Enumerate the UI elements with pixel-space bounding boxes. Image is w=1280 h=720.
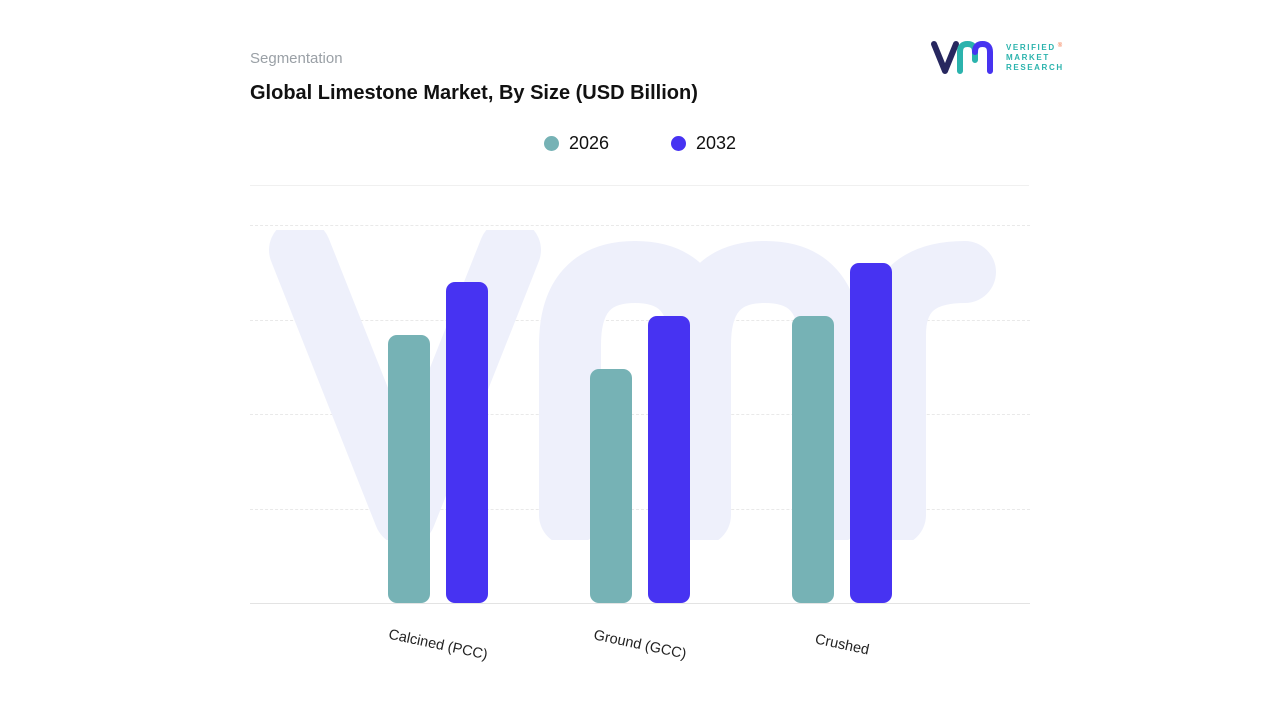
- bar-group-ground-gcc-: Ground (GCC): [590, 225, 690, 663]
- bar-2032-ground-gcc-[interactable]: [648, 315, 690, 603]
- bars-container: Calcined (PCC) Ground (GCC) Crushed: [250, 225, 1030, 663]
- eyebrow-label: Segmentation: [250, 50, 343, 67]
- bar-2032-crushed[interactable]: [850, 262, 892, 603]
- bar-group-crushed: Crushed: [792, 225, 892, 659]
- gridline: [250, 225, 1030, 226]
- bar-2032-calcined-pcc-[interactable]: [446, 281, 488, 603]
- logo-line-research: RESEARCH: [1006, 63, 1064, 72]
- logo-line-verified: VERIFIED: [1006, 43, 1056, 52]
- category-label-calcined-pcc-: Calcined (PCC): [387, 626, 489, 664]
- registered-trademark: ®: [1057, 43, 1063, 49]
- bar-2026-calcined-pcc-[interactable]: [388, 334, 430, 603]
- category-label-ground-gcc-: Ground (GCC): [592, 627, 688, 663]
- bar-group-calcined-pcc-: Calcined (PCC): [387, 225, 489, 663]
- header-divider: [250, 185, 1029, 186]
- plot-area: Calcined (PCC) Ground (GCC) Crushed: [250, 225, 1030, 663]
- x-axis-line: [250, 603, 1030, 604]
- bar-2026-ground-gcc-[interactable]: [590, 368, 632, 603]
- category-label-crushed: Crushed: [813, 631, 871, 659]
- chart-title: Global Limestone Market, By Size (USD Bi…: [250, 82, 698, 104]
- legend-label-2026: 2026: [568, 133, 609, 153]
- legend-item-2026[interactable]: 2026: [543, 133, 609, 154]
- logo-line-market: MARKET: [1006, 53, 1050, 62]
- bar-2026-crushed[interactable]: [792, 315, 834, 603]
- legend-dot-2032: [671, 136, 686, 151]
- legend-label-2032: 2032: [696, 133, 737, 153]
- legend: 2026 2032: [250, 133, 1030, 154]
- vmr-logo-text: VERIFIED ® MARKET RESEARCH: [1006, 43, 1064, 73]
- legend-item-2032[interactable]: 2032: [671, 133, 736, 154]
- vmr-logo-icon: [931, 40, 993, 74]
- vmr-logo: VERIFIED ® MARKET RESEARCH: [930, 38, 1064, 78]
- legend-dot-2026: [543, 136, 559, 151]
